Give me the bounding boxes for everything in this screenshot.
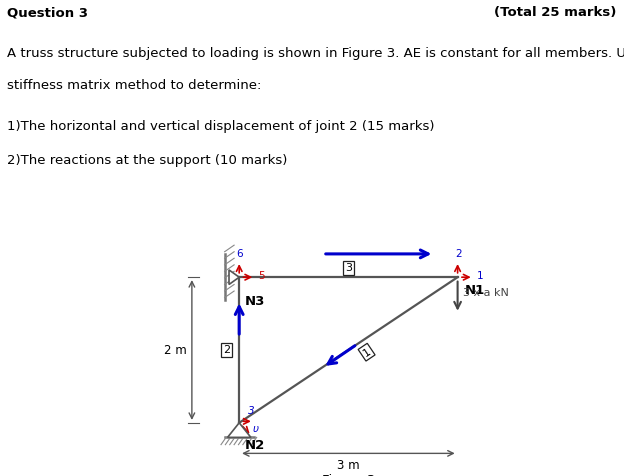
Text: 3 m: 3 m (337, 459, 359, 472)
Text: 3: 3 (248, 406, 255, 416)
Text: 5: 5 (258, 271, 265, 281)
Text: 3: 3 (345, 263, 352, 273)
Text: υ: υ (252, 424, 258, 434)
Text: N2: N2 (245, 439, 265, 452)
Text: 6: 6 (236, 249, 243, 259)
Text: 2: 2 (223, 345, 230, 355)
Text: 2)The reactions at the support (10 marks): 2)The reactions at the support (10 marks… (7, 154, 288, 167)
Text: 1)The horizontal and vertical displacement of joint 2 (15 marks): 1)The horizontal and vertical displaceme… (7, 120, 435, 133)
Polygon shape (229, 270, 239, 285)
Text: Figure 3: Figure 3 (321, 474, 375, 476)
Text: N1: N1 (465, 285, 485, 298)
Text: 2 m: 2 m (164, 344, 187, 357)
Text: 1: 1 (477, 271, 483, 281)
Text: Question 3: Question 3 (7, 7, 89, 20)
Text: 1: 1 (361, 346, 373, 358)
Polygon shape (228, 423, 251, 437)
Text: A truss structure subjected to loading is shown in Figure 3. AE is constant for : A truss structure subjected to loading i… (7, 47, 624, 60)
Text: N3: N3 (245, 295, 265, 307)
Text: stiffness matrix method to determine:: stiffness matrix method to determine: (7, 79, 262, 92)
Text: (Total 25 marks): (Total 25 marks) (494, 7, 617, 20)
Text: 2: 2 (455, 249, 462, 259)
Text: 3 x a kN: 3 x a kN (464, 288, 509, 298)
